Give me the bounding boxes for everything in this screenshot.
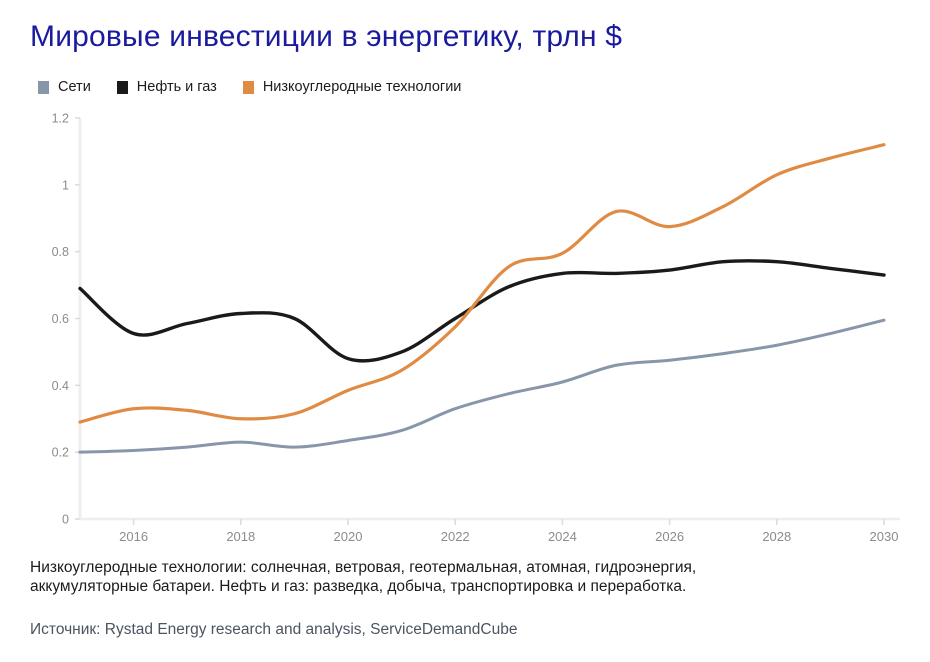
- y-axis: 0 0.2 0.4 0.6 0.8 1 1.2: [52, 112, 82, 527]
- legend-swatch-grids: [38, 80, 49, 94]
- x-axis-tick-label: 2018: [226, 529, 255, 544]
- y-axis-tick-label: 0.4: [52, 379, 69, 393]
- x-axis-tick-label: 2026: [655, 529, 684, 544]
- x-axis-tick-label: 2024: [548, 529, 577, 544]
- x-axis-tick-label: 2020: [334, 529, 363, 544]
- chart-legend: Сети Нефть и газ Низкоуглеродные техноло…: [38, 76, 487, 98]
- line-chart-svg: 00.20.40.60.811.2 2016 2018 2020 2022 2024 20…: [52, 112, 900, 544]
- legend-label-grids: Сети: [58, 79, 91, 95]
- page-title: Мировые инвестиции в энергетику, трлн $: [30, 20, 623, 53]
- x-axis: 2016 2018 2020 2022 2024 2026 2028 2030: [80, 517, 900, 544]
- chart-footnote: Низкоуглеродные технологии: солнечная, в…: [30, 558, 906, 596]
- chart-source: Источник: Rystad Energy research and ana…: [30, 621, 518, 638]
- legend-item-grids[interactable]: Сети: [38, 79, 91, 95]
- y-axis-tick-label: 0.2: [52, 446, 69, 460]
- series-line-сети: [78, 318, 886, 454]
- x-axis-tick-label: 2028: [762, 529, 791, 544]
- series-line-нефть-и-газ: [78, 259, 886, 363]
- footnote-line-1: Низкоуглеродные технологии: солнечная, в…: [30, 559, 697, 576]
- y-axis-tick-label: 0.6: [52, 312, 69, 326]
- y-axis-tick-label: 1: [62, 178, 69, 192]
- y-axis-tick-label: 0: [62, 513, 69, 527]
- data-series-group: [78, 143, 886, 454]
- legend-item-low-carbon[interactable]: Низкоуглеродные технологии: [242, 79, 462, 95]
- legend-label-low-carbon: Низкоуглеродные технологии: [262, 79, 462, 95]
- legend-swatch-oil-gas: [116, 80, 128, 94]
- x-axis-tick-label: 2016: [119, 529, 148, 544]
- x-axis-tick-label: 2022: [441, 529, 470, 544]
- legend-item-oil-gas[interactable]: Нефть и газ: [116, 79, 217, 95]
- legend-label-oil-gas: Нефть и газ: [136, 79, 217, 95]
- footnote-line-2: аккумуляторные батареи. Нефть и газ: раз…: [30, 578, 687, 595]
- x-axis-tick-label: 2030: [870, 529, 899, 544]
- y-axis-tick-label: 1.2: [52, 112, 69, 126]
- chart-plot-area: 0 0.2 0.4 0.6 0.8 1 1.2 2016 2018 2020 2022 2024 20…: [0, 106, 930, 546]
- series-line-низкоуглеродные-технологии: [78, 143, 886, 424]
- y-axis-tick-label: 0.8: [52, 245, 69, 259]
- legend-swatch-low-carbon: [242, 80, 254, 94]
